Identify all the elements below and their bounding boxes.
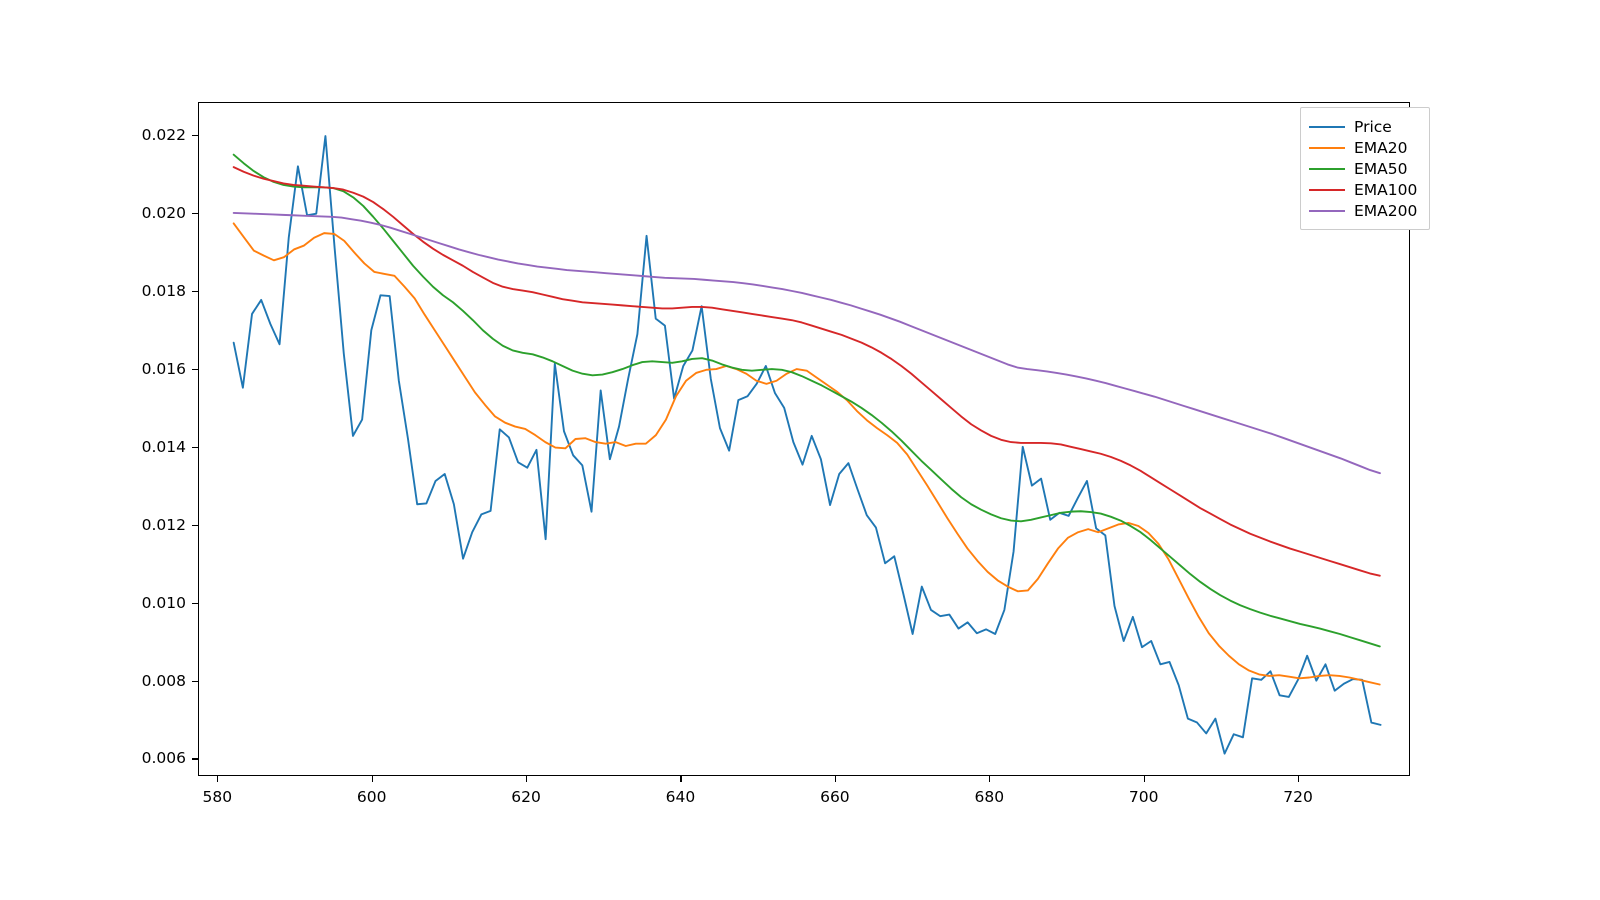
x-tick-label: 660 (820, 788, 850, 806)
x-tick-mark (989, 776, 991, 782)
y-tick-label: 0.016 (141, 359, 186, 378)
y-tick-mark (192, 368, 198, 370)
y-tick-label: 0.010 (141, 593, 186, 612)
legend-label: EMA50 (1354, 159, 1408, 178)
x-tick-mark (834, 776, 836, 782)
legend-item-ema200: EMA200 (1309, 200, 1419, 221)
x-tick-mark (217, 776, 219, 782)
y-tick-label: 0.006 (141, 749, 186, 768)
x-tick-label: 700 (1128, 788, 1159, 806)
x-tick-label: 680 (974, 788, 1005, 806)
x-tick-label: 720 (1283, 788, 1313, 806)
y-tick-mark (192, 290, 198, 293)
legend-label: EMA100 (1354, 180, 1418, 199)
series-line-ema50 (232, 153, 1381, 648)
legend-swatch-ema200 (1309, 209, 1345, 212)
series-line-ema200 (232, 211, 1381, 475)
y-tick-mark (192, 758, 198, 760)
y-tick-label: 0.014 (141, 437, 186, 456)
legend-swatch-ema20 (1309, 146, 1345, 149)
plot-area (198, 102, 1410, 776)
series-line-ema20 (232, 222, 1381, 686)
chart-legend: Price EMA20 EMA50 EMA100 EMA200 (1300, 107, 1430, 230)
x-tick-label: 600 (356, 788, 387, 806)
legend-item-ema100: EMA100 (1309, 179, 1419, 200)
legend-item-ema50: EMA50 (1309, 158, 1419, 179)
legend-item-price: Price (1309, 116, 1419, 137)
y-tick-label: 0.022 (141, 126, 186, 145)
y-tick-label: 0.012 (141, 515, 186, 534)
plot-lines-svg (232, 135, 1382, 755)
y-tick-mark (192, 135, 198, 137)
x-tick-label: 620 (511, 788, 541, 806)
legend-swatch-ema50 (1309, 167, 1345, 170)
legend-item-ema20: EMA20 (1309, 137, 1419, 158)
x-tick-label: 580 (202, 788, 233, 806)
y-tick-mark (192, 213, 198, 215)
x-tick-mark (1143, 776, 1145, 782)
y-tick-mark (192, 680, 198, 682)
y-tick-mark (192, 446, 198, 448)
legend-label: EMA200 (1354, 201, 1418, 220)
x-tick-mark (1298, 776, 1300, 782)
legend-swatch-price (1309, 125, 1345, 128)
x-tick-mark (526, 776, 528, 782)
y-tick-label: 0.008 (141, 671, 186, 690)
y-tick-mark (192, 602, 198, 604)
legend-label: EMA20 (1354, 138, 1408, 157)
series-line-price (232, 135, 1382, 755)
y-tick-mark (192, 524, 198, 526)
legend-label: Price (1354, 117, 1392, 136)
x-tick-label: 640 (665, 788, 696, 806)
series-group (232, 135, 1382, 755)
legend-swatch-ema100 (1309, 188, 1345, 191)
x-tick-mark (371, 776, 373, 782)
y-tick-label: 0.020 (141, 204, 186, 223)
x-tick-mark (680, 776, 682, 782)
y-tick-label: 0.018 (141, 281, 186, 300)
series-line-ema100 (232, 166, 1381, 577)
